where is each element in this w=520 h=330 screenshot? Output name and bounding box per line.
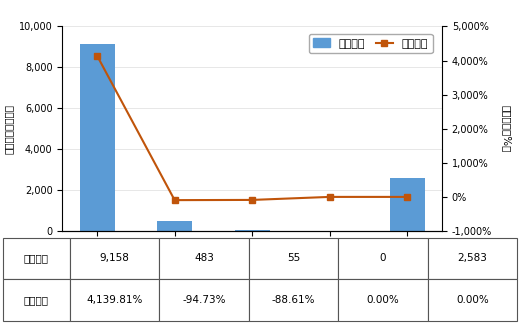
Bar	[70, 279, 159, 321]
Bar	[157, 221, 192, 231]
Bar	[80, 44, 114, 231]
Bar	[159, 238, 249, 279]
Text: 0.00%: 0.00%	[456, 295, 489, 305]
Text: 同比增长: 同比增长	[23, 295, 48, 305]
Text: 0.00%: 0.00%	[367, 295, 399, 305]
Bar	[159, 279, 249, 321]
Y-axis label: 进口金额（美元）: 进口金额（美元）	[3, 104, 14, 154]
Bar	[428, 279, 517, 321]
Bar	[338, 279, 428, 321]
Y-axis label: 同比增速（%）: 同比增速（%）	[501, 105, 511, 152]
Text: 2,583: 2,583	[458, 253, 488, 263]
Bar	[390, 178, 425, 231]
Text: 0: 0	[380, 253, 386, 263]
Legend: 进口金额, 同比增长: 进口金额, 同比增长	[308, 34, 433, 53]
Text: 9,158: 9,158	[99, 253, 129, 263]
Bar	[249, 279, 338, 321]
Bar	[3, 238, 70, 279]
Text: 483: 483	[194, 253, 214, 263]
Bar	[338, 238, 428, 279]
Text: 4,139.81%: 4,139.81%	[86, 295, 142, 305]
Bar	[249, 238, 338, 279]
Text: 进口金额: 进口金额	[23, 253, 48, 263]
Bar	[3, 279, 70, 321]
Text: 55: 55	[287, 253, 300, 263]
Bar	[70, 238, 159, 279]
Bar	[428, 238, 517, 279]
Text: -94.73%: -94.73%	[182, 295, 226, 305]
Text: -88.61%: -88.61%	[272, 295, 315, 305]
Bar	[235, 230, 270, 231]
